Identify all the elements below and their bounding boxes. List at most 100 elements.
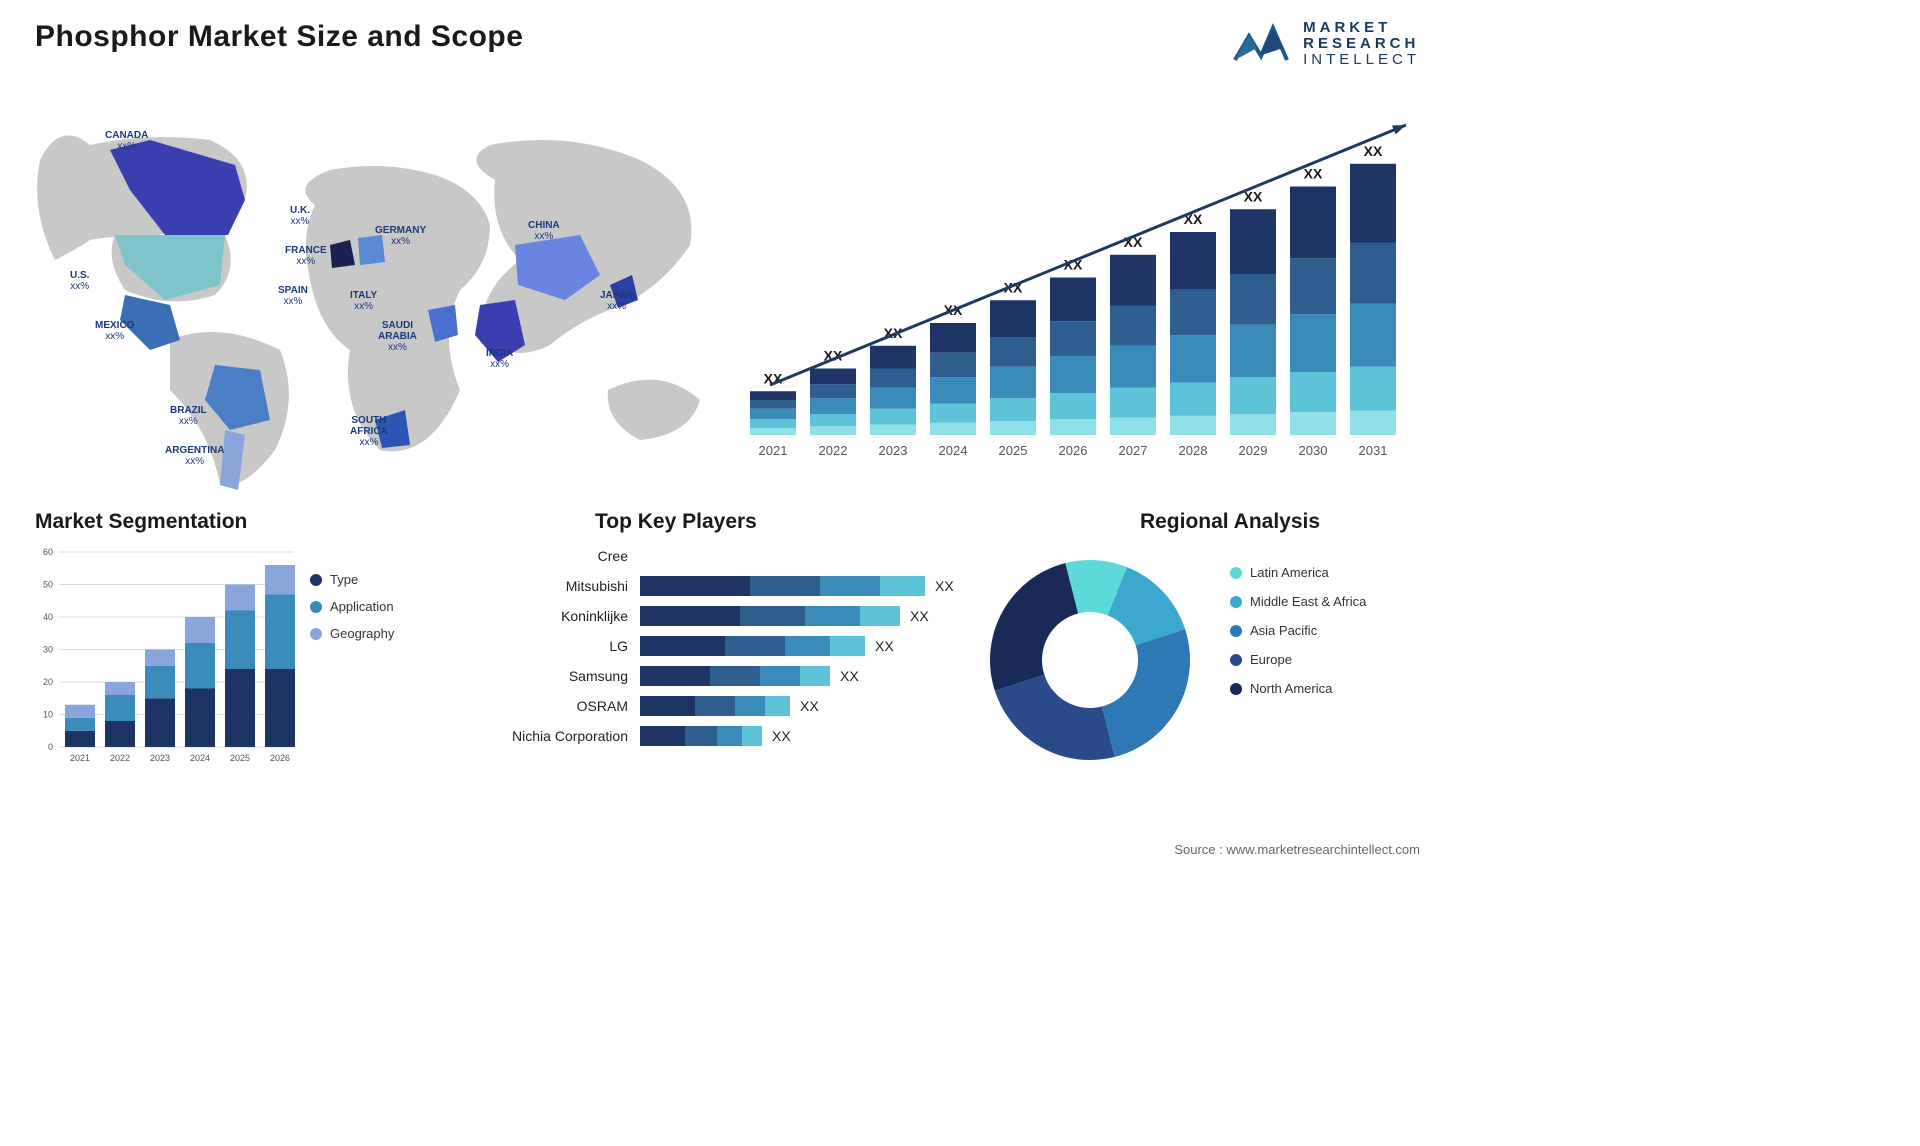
main-bar-category: 2028 xyxy=(1179,443,1208,458)
seg-bar-seg xyxy=(265,565,295,594)
player-bar-seg xyxy=(742,726,762,746)
region-legend-label: Europe xyxy=(1250,652,1292,667)
legend-dot-icon xyxy=(1230,683,1242,695)
main-bar-seg xyxy=(750,400,796,409)
seg-bar-seg xyxy=(105,721,135,747)
seg-bar-seg xyxy=(225,611,255,670)
seg-bar-seg xyxy=(145,698,175,747)
player-name-label: Nichia Corporation xyxy=(470,728,640,744)
player-bar: XX xyxy=(640,696,1000,716)
seg-category: 2021 xyxy=(70,753,90,763)
player-bar-seg xyxy=(740,606,805,626)
segmentation-panel: Market Segmentation 01020304050602021202… xyxy=(35,510,465,777)
seg-bar-seg xyxy=(145,666,175,699)
player-bar-seg xyxy=(760,666,800,686)
main-bar-seg xyxy=(810,384,856,398)
main-bar-seg xyxy=(1350,411,1396,436)
player-bar-seg xyxy=(710,666,760,686)
main-bar-seg xyxy=(750,428,796,435)
key-players-panel: Top Key Players CreeMitsubishiXXKoninkli… xyxy=(470,510,1000,752)
seg-ytick: 30 xyxy=(43,645,53,655)
player-row: Koninklijke XX xyxy=(470,602,1000,629)
region-legend-item: Europe xyxy=(1230,652,1366,667)
main-bar-seg xyxy=(870,346,916,369)
main-bar-seg xyxy=(1290,372,1336,412)
main-bar-seg xyxy=(990,337,1036,367)
seg-bar-seg xyxy=(265,669,295,747)
main-bar-seg xyxy=(990,421,1036,435)
main-bar-seg xyxy=(930,423,976,435)
main-bar-seg xyxy=(1230,274,1276,325)
player-row: Samsung XX xyxy=(470,662,1000,689)
main-bar-category: 2024 xyxy=(939,443,968,458)
region-legend-item: North America xyxy=(1230,681,1366,696)
map-label-saudiarabia: SAUDIARABIAxx% xyxy=(378,320,417,353)
seg-bar-seg xyxy=(105,682,135,695)
player-bar-seg xyxy=(805,606,860,626)
logo-line3: INTELLECT xyxy=(1303,52,1420,68)
seg-legend-item: Type xyxy=(310,572,394,587)
seg-bar-seg xyxy=(65,705,95,718)
regional-panel: Regional Analysis Latin AmericaMiddle Ea… xyxy=(1000,510,1430,542)
logo-line2: RESEARCH xyxy=(1303,36,1420,52)
main-bar-category: 2027 xyxy=(1119,443,1148,458)
player-value-label: XX xyxy=(875,638,894,654)
player-bar: XX xyxy=(640,726,1000,746)
seg-bar-seg xyxy=(225,585,255,611)
main-bar-seg xyxy=(1290,412,1336,435)
main-bar-seg xyxy=(810,426,856,435)
map-label-china: CHINAxx% xyxy=(528,220,560,242)
player-name-label: Cree xyxy=(470,548,640,564)
player-value-label: XX xyxy=(935,578,954,594)
donut-slice xyxy=(1102,629,1190,757)
player-value-label: XX xyxy=(910,608,929,624)
map-label-japan: JAPANxx% xyxy=(600,290,633,312)
seg-legend-item: Geography xyxy=(310,626,394,641)
region-legend-item: Middle East & Africa xyxy=(1230,594,1366,609)
main-bar-seg xyxy=(1050,278,1096,322)
main-bar-seg xyxy=(1350,367,1396,411)
map-label-italy: ITALYxx% xyxy=(350,290,377,312)
map-label-germany: GERMANYxx% xyxy=(375,225,426,247)
seg-bar-seg xyxy=(185,689,215,748)
regional-title: Regional Analysis xyxy=(1030,510,1430,534)
main-bar-seg xyxy=(810,369,856,385)
map-label-india: INDIAxx% xyxy=(486,348,513,370)
main-bar-seg xyxy=(1230,377,1276,414)
donut-slice xyxy=(990,563,1078,691)
player-bar: XX xyxy=(640,576,1000,596)
seg-legend-label: Type xyxy=(330,572,358,587)
main-bar-category: 2021 xyxy=(759,443,788,458)
main-bar-seg xyxy=(1110,255,1156,306)
main-bar-seg xyxy=(1230,414,1276,435)
map-label-france: FRANCExx% xyxy=(285,245,327,267)
main-bar-seg xyxy=(1170,232,1216,290)
map-label-us: U.S.xx% xyxy=(70,270,89,292)
region-legend-label: Asia Pacific xyxy=(1250,623,1317,638)
main-bar-seg xyxy=(1290,258,1336,314)
main-bar-seg xyxy=(810,414,856,426)
player-value-label: XX xyxy=(800,698,819,714)
main-bar-seg xyxy=(750,391,796,400)
seg-ytick: 0 xyxy=(48,742,53,752)
main-bar-seg xyxy=(1350,243,1396,304)
player-value-label: XX xyxy=(840,668,859,684)
player-bar: XX xyxy=(640,606,1000,626)
player-bar-seg xyxy=(880,576,925,596)
main-bar-seg xyxy=(1110,346,1156,388)
seg-bar-seg xyxy=(65,718,95,731)
player-name-label: Koninklijke xyxy=(470,608,640,624)
main-bar-seg xyxy=(1230,325,1276,378)
player-bar-seg xyxy=(735,696,765,716)
player-name-label: Samsung xyxy=(470,668,640,684)
legend-dot-icon xyxy=(310,574,322,586)
seg-bar-seg xyxy=(265,594,295,669)
main-bar-seg xyxy=(750,419,796,428)
player-bar-seg xyxy=(640,666,710,686)
player-bar-seg xyxy=(750,576,820,596)
regional-legend: Latin AmericaMiddle East & AfricaAsia Pa… xyxy=(1230,565,1366,696)
legend-dot-icon xyxy=(1230,596,1242,608)
main-bar-seg xyxy=(1290,187,1336,259)
map-label-brazil: BRAZILxx% xyxy=(170,405,207,427)
seg-ytick: 20 xyxy=(43,677,53,687)
